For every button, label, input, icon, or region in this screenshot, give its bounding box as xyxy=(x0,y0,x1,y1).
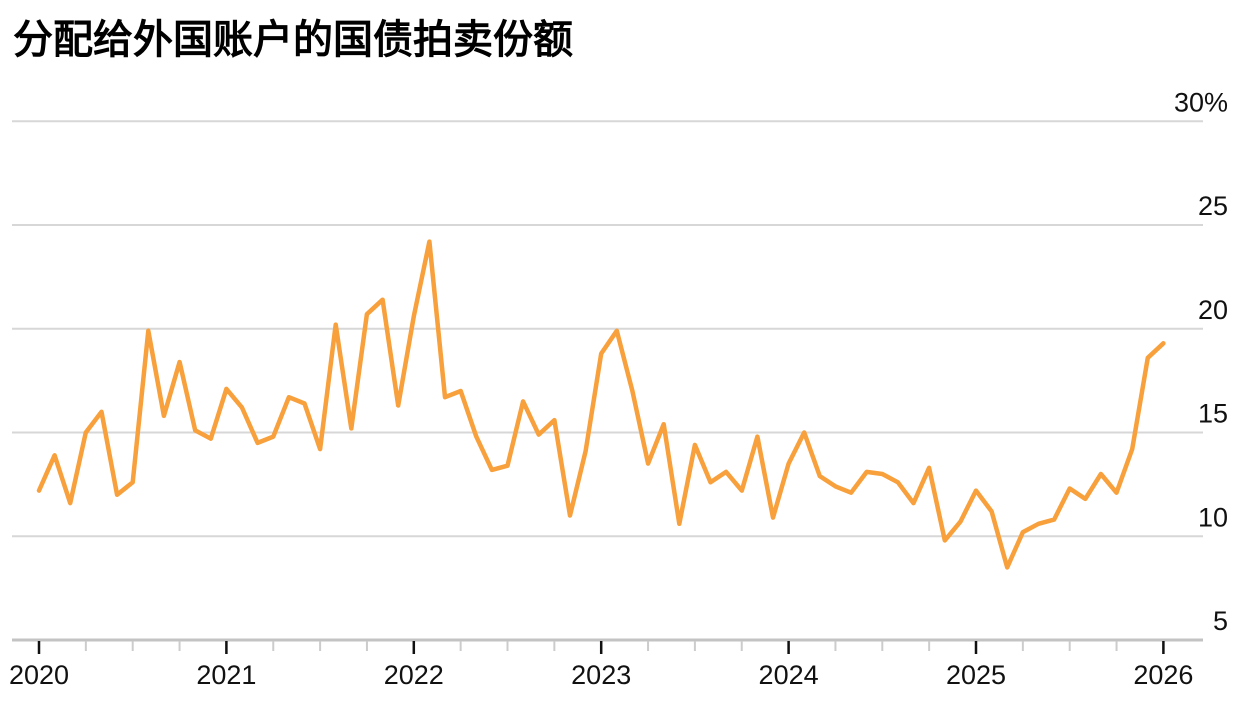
y-axis-label: 30% xyxy=(1174,87,1228,117)
y-axis-label: 15 xyxy=(1198,399,1228,429)
x-axis-label: 2025 xyxy=(946,660,1006,690)
x-axis-label: 2021 xyxy=(196,660,256,690)
x-axis-label: 2024 xyxy=(759,660,819,690)
y-axis-label: 5 xyxy=(1213,606,1228,636)
data-line xyxy=(36,239,1166,570)
y-axis-label: 20 xyxy=(1198,295,1228,325)
x-axis-label: 2022 xyxy=(384,660,444,690)
x-axis-label: 2026 xyxy=(1133,660,1193,690)
y-axis-label: 10 xyxy=(1198,502,1228,532)
x-axis-label: 2023 xyxy=(571,660,631,690)
chart-title: 分配给外国账户的国债拍卖份额 xyxy=(13,17,573,63)
y-axis-label: 25 xyxy=(1198,191,1228,221)
x-axis-label: 2020 xyxy=(9,660,69,690)
